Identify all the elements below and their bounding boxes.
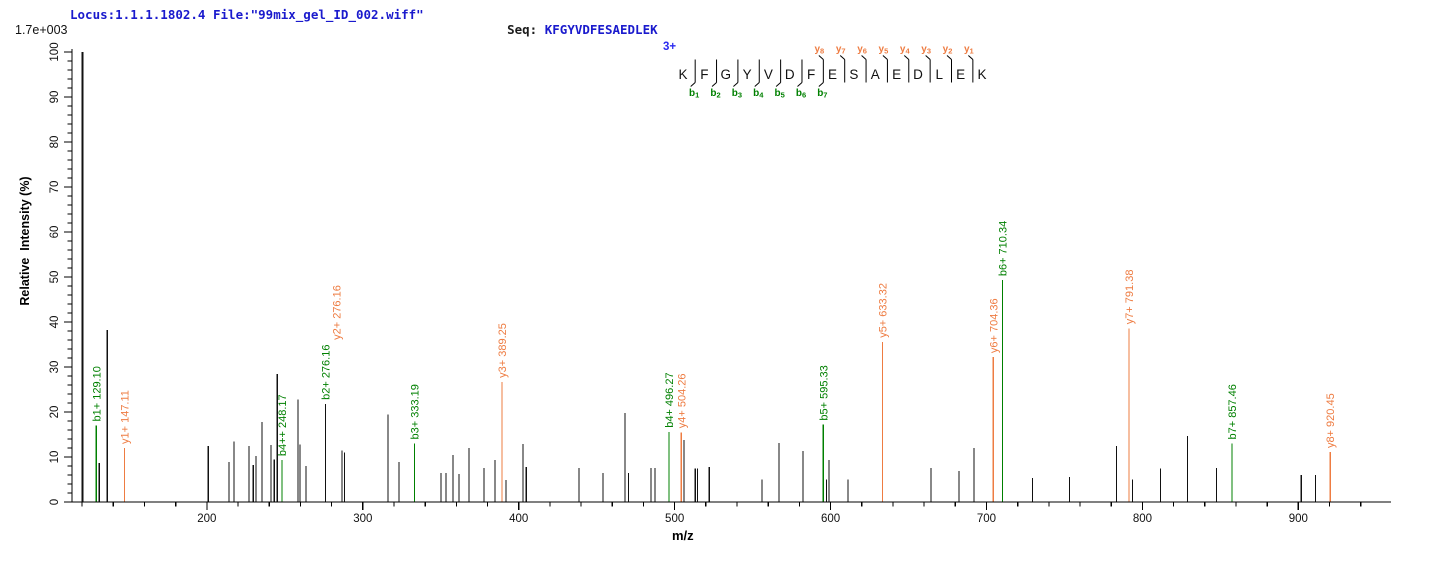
sequence-header: Seq: KFGYVDFESAEDLEK <box>477 7 658 52</box>
peak-label: b4+ 496.27 <box>664 372 676 427</box>
precursor-charge-label: 3+ <box>663 41 677 53</box>
b-ion-tag: b4 <box>753 88 764 100</box>
y-ion-tag: y5 <box>879 44 889 56</box>
residue-letter: F <box>807 67 815 82</box>
b-ion-tag: b3 <box>732 88 742 100</box>
y-ion-tag: y8 <box>814 44 824 56</box>
residue-letter: K <box>678 67 687 82</box>
residue-letter: A <box>871 67 880 82</box>
peak-label: y6+ 704.36 <box>988 298 1000 353</box>
peak-label: y1+ 147.11 <box>119 390 131 444</box>
y-tick-label: 40 <box>49 316 61 329</box>
x-tick-label: 300 <box>353 513 372 525</box>
y-tick-label: 20 <box>49 406 61 419</box>
residue-letter: E <box>828 67 837 82</box>
residue-letter: D <box>913 67 923 82</box>
peak-label: y3+ 389.25 <box>497 323 509 378</box>
intensity-scale-label: 1.7e+003 <box>15 23 68 37</box>
y-tick-label: 100 <box>49 42 61 61</box>
y-ion-hook <box>882 55 888 60</box>
b-ion-tag: b5 <box>774 88 784 100</box>
peak-label: b7+ 857.46 <box>1227 384 1239 439</box>
b-ion-tag: b2 <box>710 88 720 100</box>
y-tick-label: 80 <box>49 136 61 149</box>
y-tick-label: 0 <box>49 499 61 505</box>
b-ion-hook <box>797 82 803 87</box>
peak-label: b5+ 595.33 <box>818 365 830 420</box>
y-ion-tag: y4 <box>900 44 911 56</box>
peak-label: b4++ 248.17 <box>277 394 289 456</box>
y-tick-label: 50 <box>49 271 61 284</box>
x-tick-label: 900 <box>1289 513 1308 525</box>
b-ion-hook <box>733 82 739 87</box>
seq-value: KFGYVDFESAEDLEK <box>544 22 658 37</box>
x-tick-label: 800 <box>1133 513 1152 525</box>
b-ion-hook <box>711 82 717 87</box>
y-ion-tag: y6 <box>857 44 867 56</box>
x-tick-label: 700 <box>977 513 996 525</box>
locus-file-text: Locus:1.1.1.1802.4 File:"99mix_gel_ID_00… <box>70 7 424 22</box>
residue-letter: S <box>849 67 858 82</box>
peak-label: b6+ 710.34 <box>998 221 1010 276</box>
residue-letter: E <box>956 67 965 82</box>
y-tick-label: 70 <box>49 181 61 194</box>
b-ion-hook <box>754 82 760 87</box>
residue-letter: G <box>720 67 731 82</box>
x-tick-label: 500 <box>665 513 684 525</box>
b-ion-tag: b1 <box>689 88 699 100</box>
b-ion-hook <box>818 82 824 87</box>
y-ion-tag: y7 <box>836 44 846 56</box>
peak-label: b1+ 129.10 <box>91 366 103 421</box>
residue-letter: Y <box>743 67 752 82</box>
y-tick-label: 90 <box>49 91 61 104</box>
residue-letter: F <box>700 67 708 82</box>
peak-label: y4+ 504.26 <box>676 374 688 429</box>
peak-label: y5+ 633.32 <box>878 283 890 338</box>
y-ion-tag: y1 <box>964 44 974 56</box>
seq-label: Seq: <box>507 22 545 37</box>
peak-label: y7+ 791.38 <box>1124 270 1136 325</box>
peak-label: y8+ 920.45 <box>1325 393 1337 448</box>
y-ion-hook <box>903 55 910 60</box>
x-tick-label: 400 <box>509 513 528 525</box>
peak-label: b3+ 333.19 <box>410 384 422 439</box>
b-ion-hook <box>775 82 781 87</box>
y-tick-label: 30 <box>49 361 61 374</box>
residue-letter: K <box>978 67 987 82</box>
y-ion-hook <box>839 55 846 60</box>
peak-label: b2+ 276.16 <box>321 345 333 400</box>
residue-letter: D <box>785 67 795 82</box>
y-ion-hook <box>818 55 824 60</box>
y-ion-hook <box>968 55 974 60</box>
b-ion-hook <box>690 82 696 87</box>
residue-letter: L <box>936 67 944 82</box>
y-ion-hook <box>925 55 931 60</box>
y-ion-tag: y2 <box>943 44 953 56</box>
b-ion-tag: b6 <box>796 88 806 100</box>
y-ion-hook <box>946 55 952 60</box>
x-axis-title: m/z <box>672 528 694 543</box>
b-ion-tag: b7 <box>817 88 827 100</box>
x-tick-label: 600 <box>821 513 840 525</box>
peak-label: y2+ 276.16 <box>332 285 344 340</box>
x-tick-label: 200 <box>197 513 216 525</box>
residue-letter: E <box>892 67 901 82</box>
residue-letter: V <box>764 67 773 82</box>
y-tick-label: 60 <box>49 226 61 239</box>
y-ion-tag: y3 <box>921 44 931 56</box>
y-tick-label: 10 <box>49 451 61 464</box>
y-ion-hook <box>861 55 867 60</box>
